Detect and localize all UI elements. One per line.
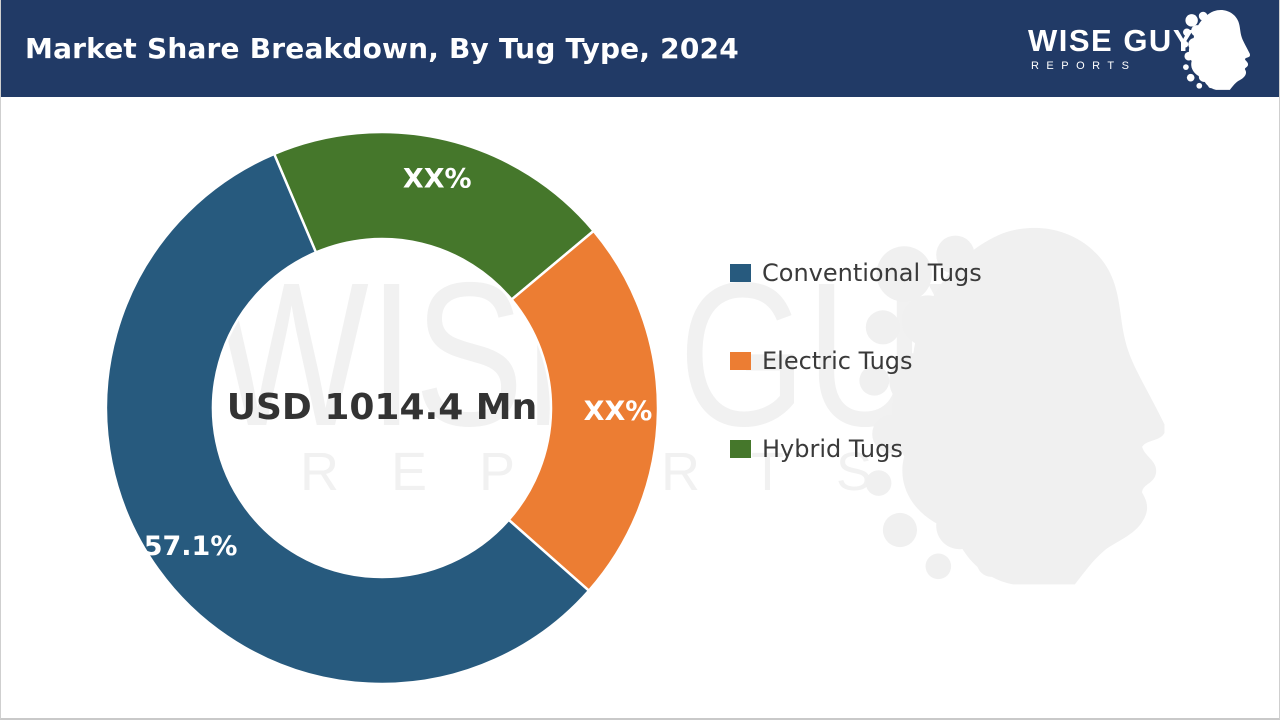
- legend-swatch-electric-tugs: [730, 352, 751, 370]
- legend-label-electric-tugs: Electric Tugs: [762, 347, 913, 375]
- pie-slice-hybrid-tugs: [272, 130, 595, 301]
- slice-label-hybrid-tugs: XX%: [403, 164, 472, 195]
- page-title: Market Share Breakdown, By Tug Type, 202…: [25, 32, 739, 65]
- brand-logo: WISE GUY REPORTS: [1028, 6, 1253, 92]
- center-value-label: USD 1014.4 Mn: [226, 387, 538, 428]
- legend-item-conventional-tugs: Conventional Tugs: [730, 258, 982, 288]
- legend-label-hybrid-tugs: Hybrid Tugs: [762, 435, 903, 463]
- legend: Conventional Tugs Electric Tugs Hybrid Tug…: [730, 258, 982, 522]
- legend-label-conventional-tugs: Conventional Tugs: [762, 259, 982, 287]
- header-bar: Market Share Breakdown, By Tug Type, 202…: [1, 0, 1279, 97]
- legend-swatch-conventional-tugs: [730, 264, 751, 282]
- slice-label-electric-tugs: XX%: [584, 396, 653, 427]
- logo-subtext: REPORTS: [1030, 60, 1137, 73]
- pie-slice-conventional-tugs: [104, 152, 591, 686]
- pie-slice-electric-tugs: [507, 229, 660, 592]
- legend-item-electric-tugs: Electric Tugs: [730, 346, 982, 376]
- legend-item-hybrid-tugs: Hybrid Tugs: [730, 434, 982, 464]
- logo-face-icon: [1181, 9, 1250, 90]
- slice-label-conventional-tugs: 57.1%: [144, 531, 238, 562]
- logo-wordmark: WISE GUY: [1027, 22, 1195, 58]
- legend-swatch-hybrid-tugs: [730, 440, 751, 458]
- logo-text-block: WISE GUY REPORTS: [1027, 22, 1195, 73]
